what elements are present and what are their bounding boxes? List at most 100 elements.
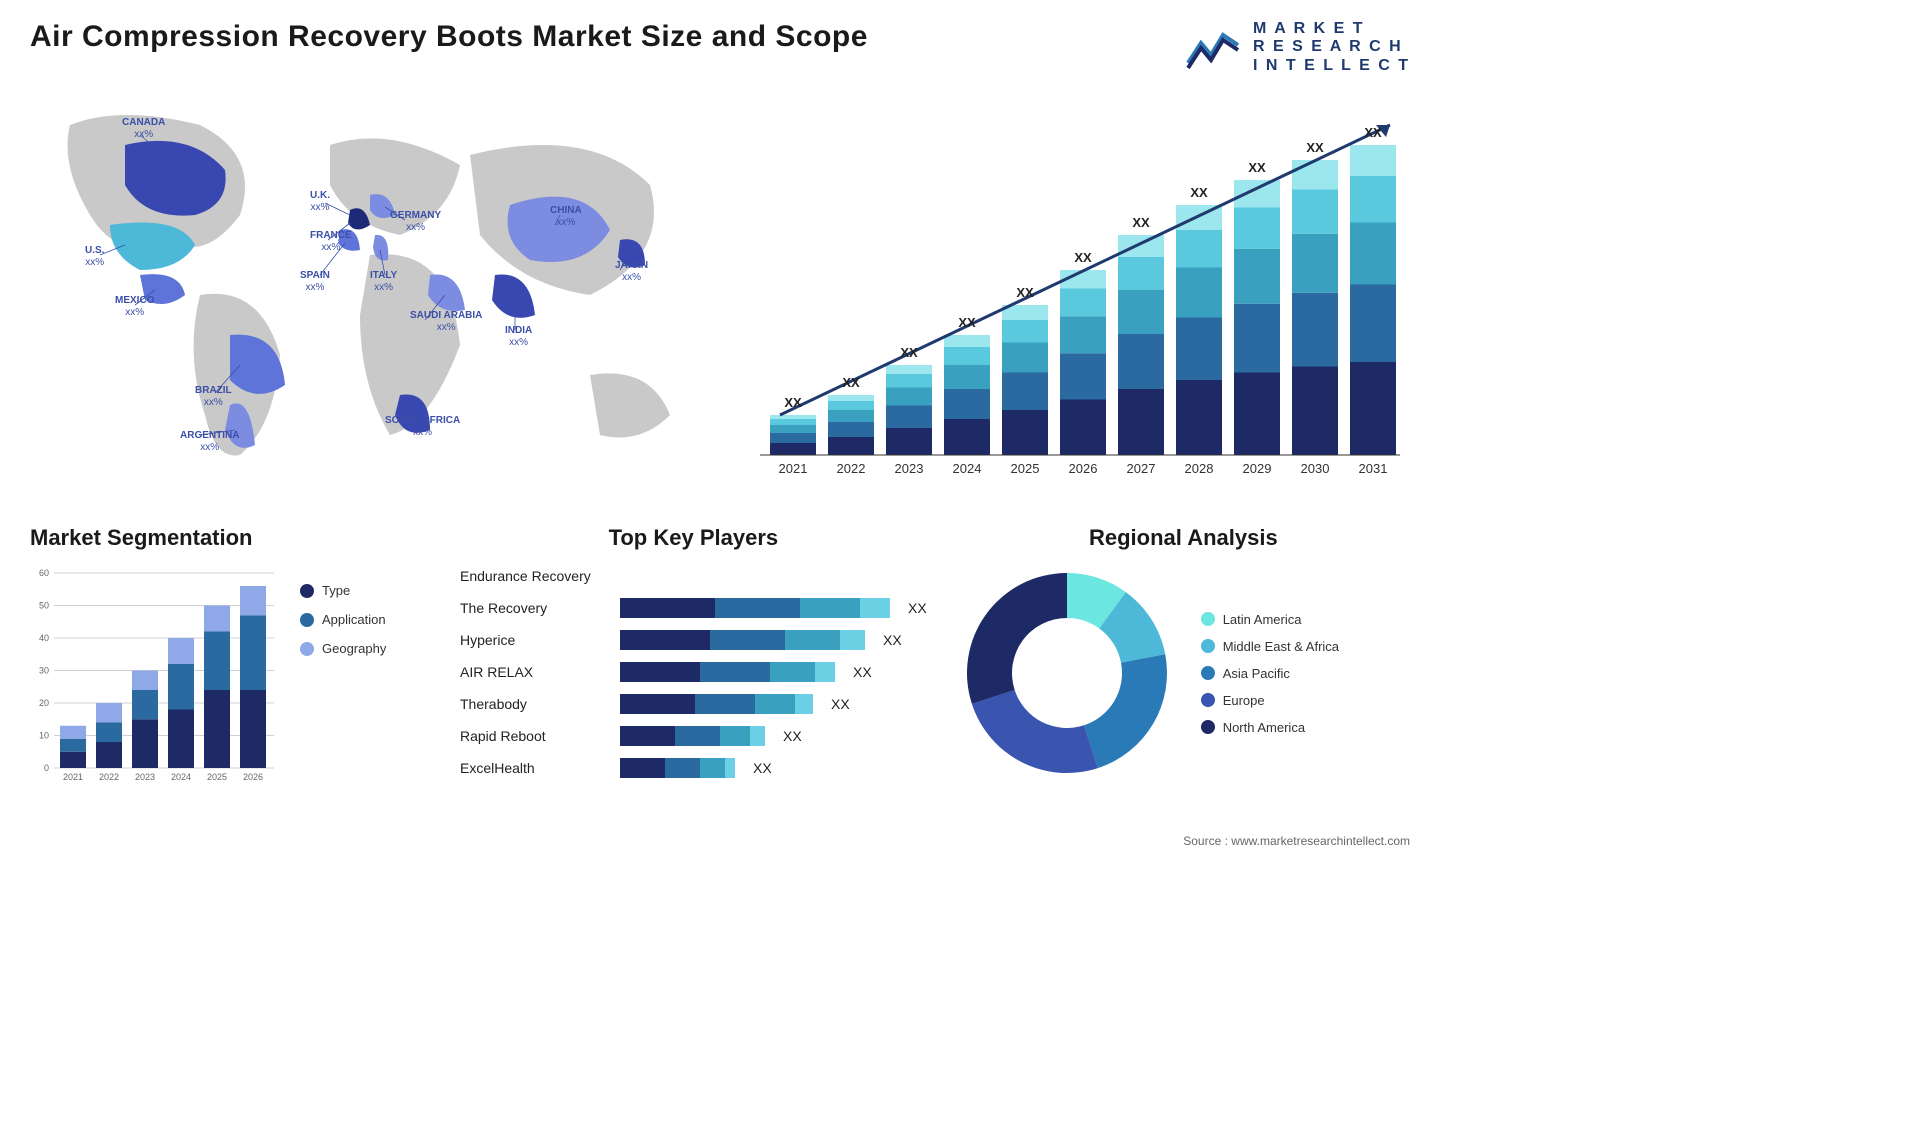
svg-text:XX: XX	[1190, 185, 1208, 200]
players-bar-chart: Endurance Recovery The Recovery XX Hyperice…	[460, 563, 927, 781]
legend-label: Application	[322, 612, 386, 627]
legend-dot	[1201, 693, 1215, 707]
player-label: Endurance Recovery	[460, 568, 610, 584]
svg-text:2023: 2023	[135, 772, 155, 782]
map-label: SOUTH AFRICAxx%	[385, 415, 460, 439]
player-row: Therabody XX	[460, 691, 927, 717]
svg-text:2026: 2026	[1069, 461, 1098, 476]
page-title: Air Compression Recovery Boots Market Si…	[30, 20, 868, 54]
player-bar	[620, 694, 813, 714]
player-value: XX	[831, 696, 850, 712]
player-label: The Recovery	[460, 600, 610, 616]
map-label: CHINAxx%	[550, 205, 582, 229]
bottom-row: Market Segmentation 0102030405060 202120…	[30, 525, 1410, 793]
player-bar	[620, 758, 735, 778]
legend-dot	[300, 642, 314, 656]
player-value: XX	[853, 664, 872, 680]
svg-text:XX: XX	[842, 375, 860, 390]
source-citation: Source : www.marketresearchintellect.com	[1183, 834, 1410, 848]
logo-text: M A R K E T R E S E A R C H I N T E L L …	[1253, 20, 1410, 75]
legend-label: Asia Pacific	[1223, 666, 1290, 681]
svg-text:50: 50	[39, 601, 49, 611]
svg-text:2025: 2025	[1011, 461, 1040, 476]
legend-dot	[1201, 612, 1215, 626]
legend-item: Middle East & Africa	[1201, 639, 1339, 654]
svg-text:2031: 2031	[1359, 461, 1388, 476]
legend-dot	[1201, 666, 1215, 680]
player-label: Rapid Reboot	[460, 728, 610, 744]
svg-text:2030: 2030	[1301, 461, 1330, 476]
world-map-panel: CANADAxx% U.S.xx% MEXICOxx% BRAZILxx% ARGENT…	[30, 95, 710, 495]
svg-text:2022: 2022	[99, 772, 119, 782]
map-label: ITALYxx%	[370, 270, 397, 294]
player-label: Hyperice	[460, 632, 610, 648]
map-label: U.S.xx%	[85, 245, 104, 269]
legend-dot	[1201, 720, 1215, 734]
players-panel: Top Key Players Endurance Recovery The Re…	[460, 525, 927, 793]
players-title: Top Key Players	[460, 525, 927, 551]
player-row: Endurance Recovery	[460, 563, 927, 589]
legend-item: North America	[1201, 720, 1339, 735]
player-value: XX	[908, 600, 927, 616]
player-bar	[620, 598, 890, 618]
regional-donut-chart	[957, 563, 1177, 783]
regional-legend: Latin America Middle East & Africa Asia Pa…	[1201, 612, 1339, 735]
segmentation-title: Market Segmentation	[30, 525, 430, 551]
legend-item: Latin America	[1201, 612, 1339, 627]
svg-text:2022: 2022	[837, 461, 866, 476]
player-value: XX	[883, 632, 902, 648]
legend-dot	[300, 613, 314, 627]
logo-icon	[1183, 23, 1243, 73]
map-label: CANADAxx%	[122, 117, 165, 141]
player-label: ExcelHealth	[460, 760, 610, 776]
svg-text:2023: 2023	[895, 461, 924, 476]
map-label: SAUDI ARABIAxx%	[410, 310, 482, 334]
player-bar	[620, 726, 765, 746]
player-row: AIR RELAX XX	[460, 659, 927, 685]
legend-item: Application	[300, 612, 386, 627]
header: Air Compression Recovery Boots Market Si…	[30, 20, 1410, 75]
legend-label: Type	[322, 583, 350, 598]
legend-dot	[300, 584, 314, 598]
svg-text:XX: XX	[1364, 125, 1382, 140]
svg-text:XX: XX	[958, 315, 976, 330]
svg-text:60: 60	[39, 568, 49, 578]
map-label: FRANCExx%	[310, 230, 352, 254]
map-label: SPAINxx%	[300, 270, 330, 294]
svg-text:30: 30	[39, 666, 49, 676]
map-label: INDIAxx%	[505, 325, 532, 349]
svg-text:2029: 2029	[1243, 461, 1272, 476]
regional-title: Regional Analysis	[957, 525, 1410, 551]
map-label: MEXICOxx%	[115, 295, 154, 319]
player-row: Rapid Reboot XX	[460, 723, 927, 749]
player-value: XX	[783, 728, 802, 744]
svg-text:2028: 2028	[1185, 461, 1214, 476]
svg-text:XX: XX	[900, 345, 918, 360]
svg-text:2021: 2021	[779, 461, 808, 476]
svg-text:2025: 2025	[207, 772, 227, 782]
segmentation-bar-chart: 0102030405060 202120222023202420252026	[30, 563, 280, 793]
svg-text:20: 20	[39, 698, 49, 708]
player-value: XX	[753, 760, 772, 776]
svg-text:XX: XX	[1306, 140, 1324, 155]
svg-text:2024: 2024	[171, 772, 191, 782]
legend-label: Geography	[322, 641, 386, 656]
svg-text:40: 40	[39, 633, 49, 643]
legend-label: Latin America	[1223, 612, 1302, 627]
map-label: U.K.xx%	[310, 190, 330, 214]
svg-text:XX: XX	[1074, 250, 1092, 265]
map-label: ARGENTINAxx%	[180, 430, 239, 454]
player-label: Therabody	[460, 696, 610, 712]
legend-item: Geography	[300, 641, 386, 656]
svg-text:XX: XX	[1016, 285, 1034, 300]
svg-text:10: 10	[39, 731, 49, 741]
legend-item: Europe	[1201, 693, 1339, 708]
svg-text:XX: XX	[1132, 215, 1150, 230]
legend-item: Asia Pacific	[1201, 666, 1339, 681]
map-label: BRAZILxx%	[195, 385, 232, 409]
player-label: AIR RELAX	[460, 664, 610, 680]
player-row: The Recovery XX	[460, 595, 927, 621]
map-label: JAPANxx%	[615, 260, 648, 284]
legend-label: Europe	[1223, 693, 1265, 708]
svg-text:0: 0	[44, 763, 49, 773]
